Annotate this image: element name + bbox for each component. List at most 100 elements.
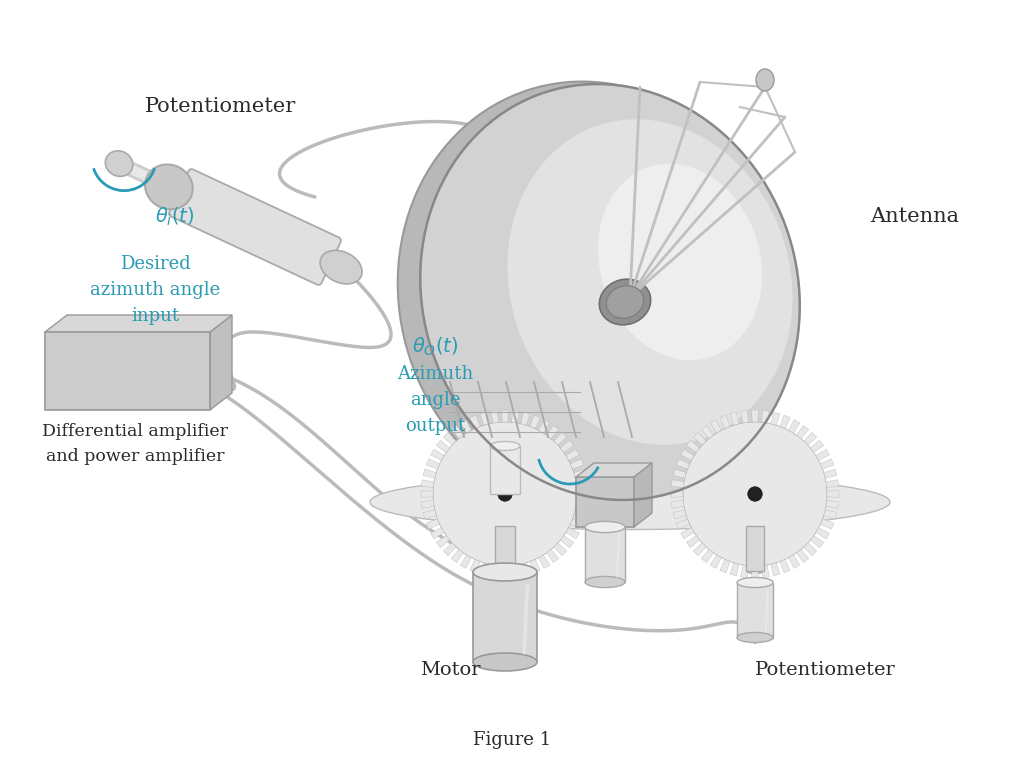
Polygon shape	[436, 536, 450, 547]
Circle shape	[748, 487, 762, 501]
Polygon shape	[752, 566, 759, 578]
Polygon shape	[470, 560, 480, 573]
Polygon shape	[701, 425, 714, 438]
Polygon shape	[423, 469, 436, 478]
Polygon shape	[672, 500, 684, 508]
Text: Potentiometer: Potentiometer	[144, 97, 296, 117]
Ellipse shape	[598, 164, 762, 361]
Ellipse shape	[585, 521, 625, 533]
Ellipse shape	[585, 577, 625, 587]
Polygon shape	[431, 449, 444, 460]
Polygon shape	[820, 459, 834, 469]
Polygon shape	[573, 510, 587, 519]
Bar	[585, 527, 625, 582]
Ellipse shape	[737, 632, 773, 642]
Polygon shape	[460, 420, 471, 433]
Bar	[490, 446, 520, 494]
Polygon shape	[823, 469, 837, 478]
Ellipse shape	[508, 119, 793, 445]
Ellipse shape	[105, 151, 133, 176]
Polygon shape	[521, 563, 529, 576]
Polygon shape	[711, 420, 722, 433]
Polygon shape	[530, 560, 541, 573]
Polygon shape	[681, 527, 694, 539]
Text: Desired
azimuth angle
input: Desired azimuth angle input	[90, 255, 220, 326]
Polygon shape	[210, 315, 232, 410]
Polygon shape	[421, 500, 434, 508]
Polygon shape	[780, 415, 791, 428]
Polygon shape	[810, 536, 823, 547]
Polygon shape	[673, 469, 686, 478]
Polygon shape	[701, 550, 714, 563]
Ellipse shape	[737, 577, 773, 587]
Polygon shape	[573, 469, 587, 478]
Polygon shape	[720, 415, 730, 428]
Polygon shape	[711, 555, 722, 568]
Polygon shape	[566, 449, 580, 460]
Polygon shape	[502, 410, 508, 422]
Polygon shape	[823, 510, 837, 519]
Polygon shape	[671, 491, 683, 497]
Polygon shape	[827, 491, 839, 497]
Polygon shape	[423, 510, 436, 519]
Polygon shape	[720, 560, 730, 573]
Polygon shape	[570, 519, 584, 529]
Polygon shape	[575, 500, 589, 508]
Polygon shape	[554, 432, 566, 445]
Polygon shape	[547, 550, 559, 563]
Polygon shape	[740, 411, 749, 423]
Polygon shape	[490, 411, 499, 423]
Polygon shape	[681, 449, 694, 460]
Text: $\theta_i(t)$: $\theta_i(t)$	[156, 206, 195, 229]
Circle shape	[433, 422, 577, 566]
Bar	[45, 332, 210, 410]
Polygon shape	[426, 459, 439, 469]
Circle shape	[683, 422, 827, 566]
Polygon shape	[788, 420, 800, 433]
Ellipse shape	[420, 84, 800, 500]
Polygon shape	[771, 412, 780, 425]
Polygon shape	[460, 555, 471, 568]
Polygon shape	[780, 560, 791, 573]
Polygon shape	[820, 519, 834, 529]
Polygon shape	[575, 479, 589, 487]
Ellipse shape	[397, 82, 793, 513]
Polygon shape	[730, 412, 739, 425]
Ellipse shape	[606, 286, 644, 318]
Bar	[495, 526, 515, 571]
Polygon shape	[560, 536, 573, 547]
Polygon shape	[443, 543, 456, 556]
Text: Motor: Motor	[420, 661, 480, 679]
Polygon shape	[804, 543, 817, 556]
Polygon shape	[560, 440, 573, 452]
Polygon shape	[45, 315, 232, 332]
Ellipse shape	[599, 279, 650, 325]
Polygon shape	[512, 411, 519, 423]
Bar	[575, 477, 634, 527]
Polygon shape	[686, 536, 699, 547]
Polygon shape	[539, 555, 550, 568]
Polygon shape	[566, 527, 580, 539]
Polygon shape	[421, 491, 433, 497]
Polygon shape	[480, 563, 489, 576]
Polygon shape	[575, 463, 652, 477]
Polygon shape	[762, 565, 769, 577]
Text: Azimuth
angle
output: Azimuth angle output	[397, 364, 473, 435]
Ellipse shape	[746, 568, 764, 574]
Text: $\theta_O(t)$: $\theta_O(t)$	[412, 336, 458, 358]
Polygon shape	[816, 449, 829, 460]
Polygon shape	[804, 432, 817, 445]
Polygon shape	[693, 543, 707, 556]
Polygon shape	[577, 491, 589, 497]
FancyBboxPatch shape	[169, 169, 341, 285]
Polygon shape	[512, 565, 519, 577]
Polygon shape	[673, 510, 686, 519]
Polygon shape	[771, 563, 780, 576]
Polygon shape	[693, 432, 707, 445]
Polygon shape	[797, 550, 809, 563]
Polygon shape	[788, 555, 800, 568]
Ellipse shape	[370, 475, 890, 530]
Polygon shape	[826, 479, 839, 487]
Polygon shape	[436, 440, 450, 452]
Polygon shape	[502, 566, 508, 578]
